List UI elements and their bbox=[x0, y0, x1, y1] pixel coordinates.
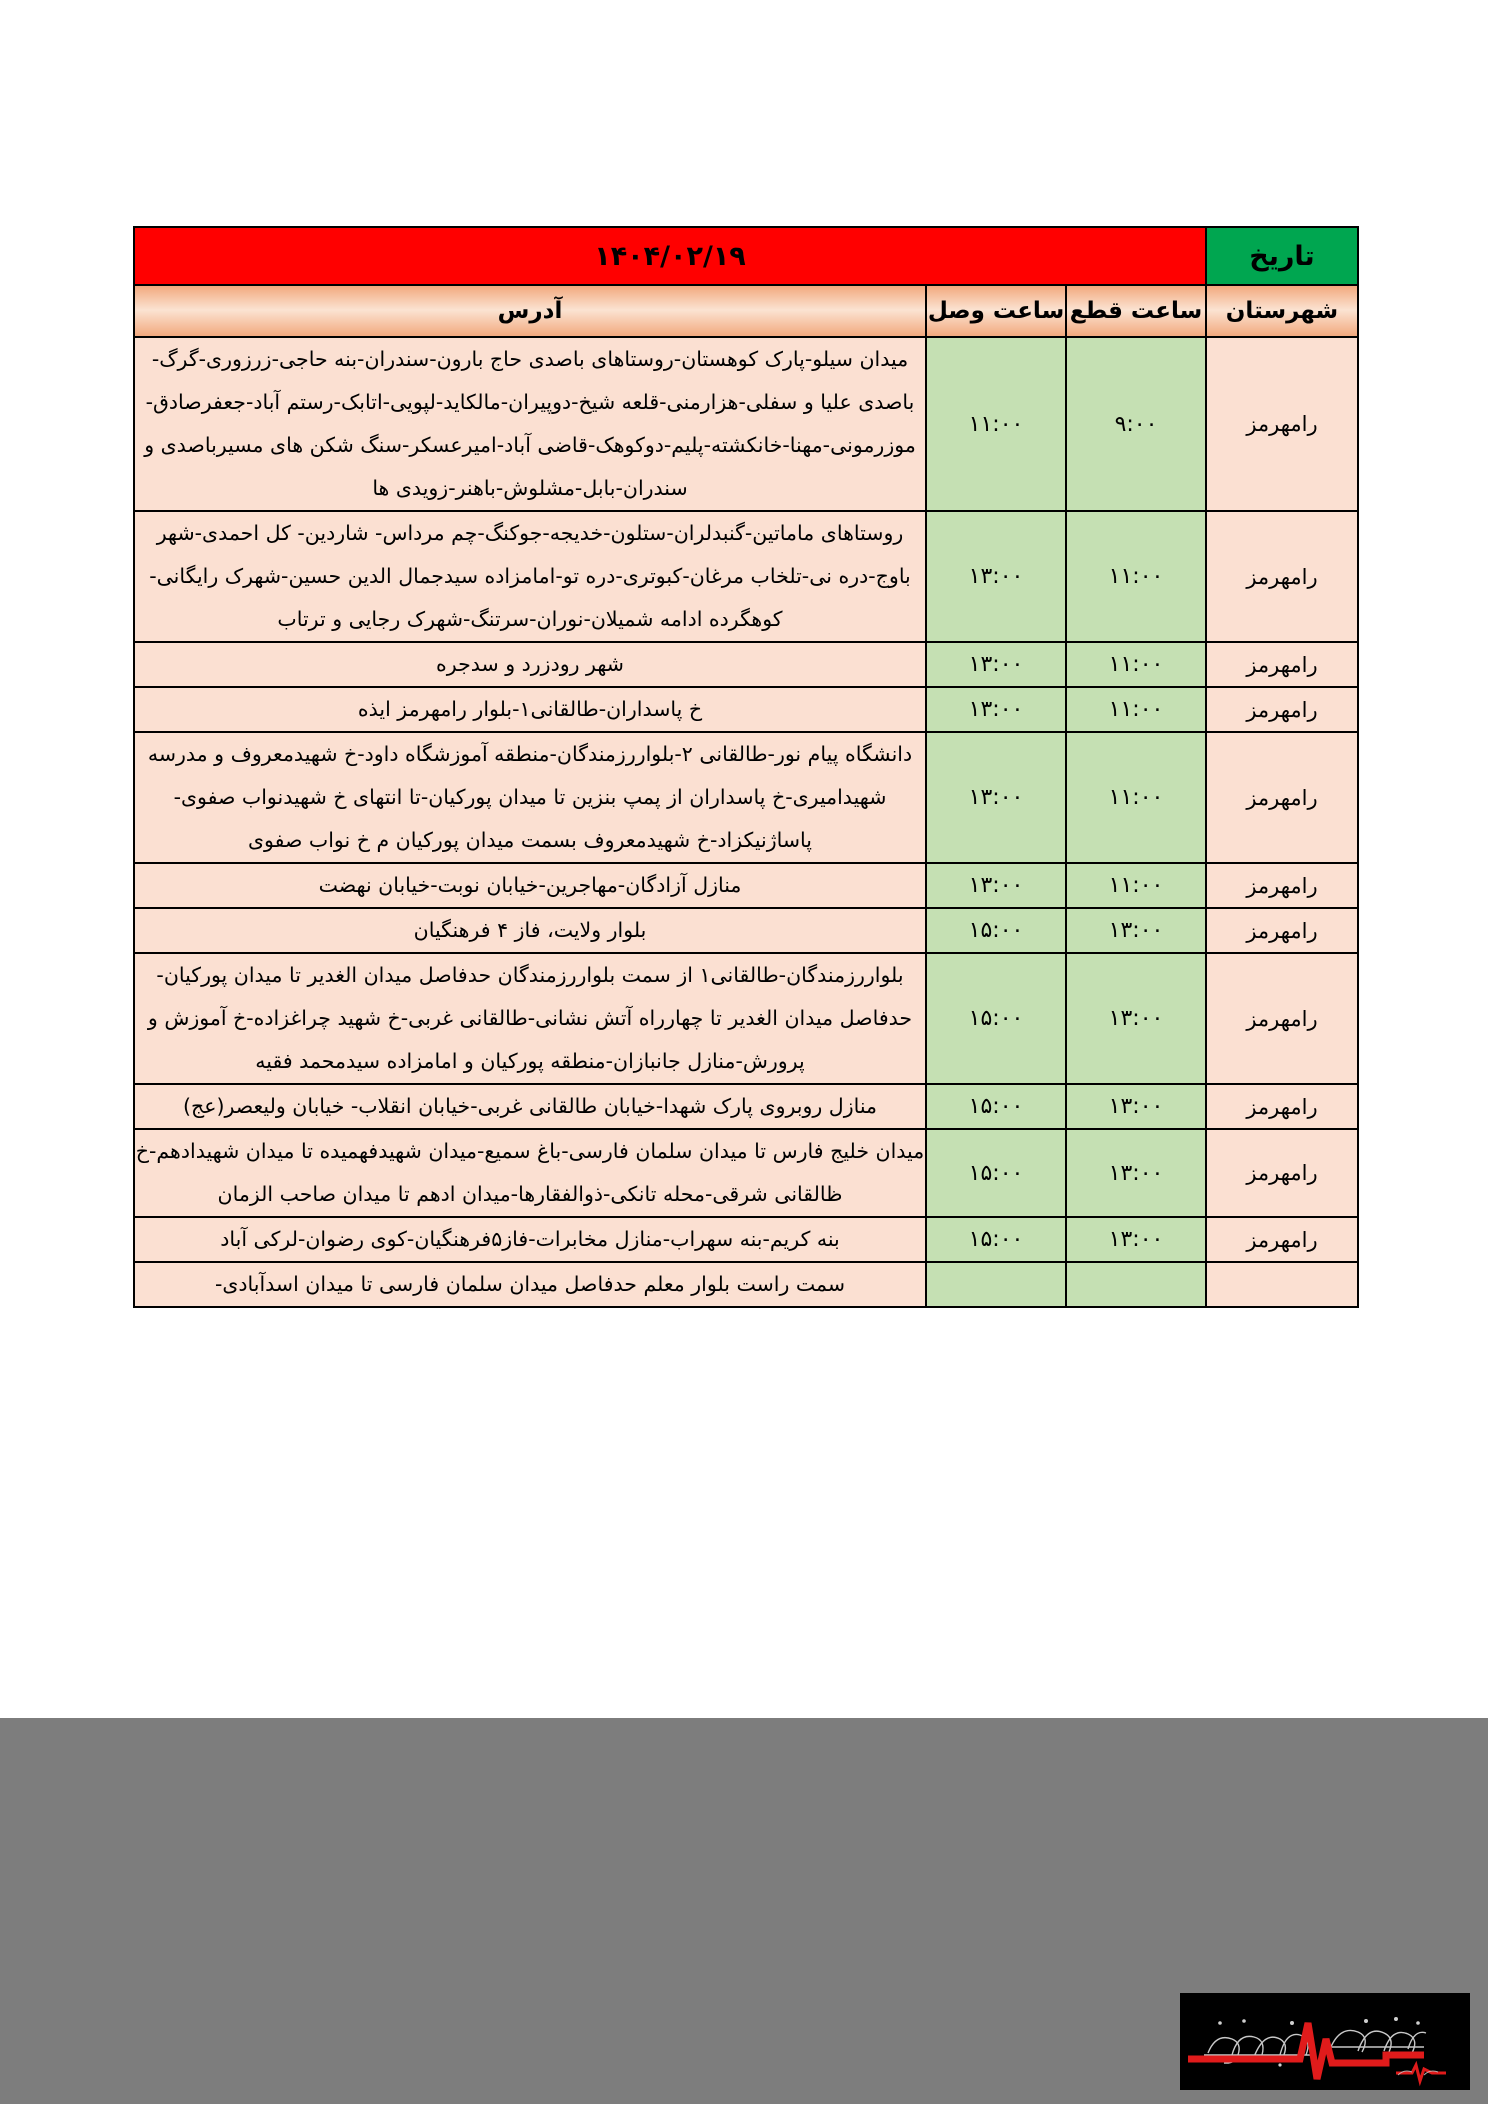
cell-connect-time: ۱۱:۰۰ bbox=[925, 336, 1067, 512]
table-row: رامهرمز ۱۳:۰۰ ۱۵:۰۰ بنه کریم-بنه سهراب-مناز… bbox=[133, 1216, 1359, 1263]
cell-cut-time: ۱۳:۰۰ bbox=[1065, 907, 1207, 954]
table-row: رامهرمز ۱۳:۰۰ ۱۵:۰۰ منازل روبروی پارک شهدا-… bbox=[133, 1083, 1359, 1130]
cell-city: رامهرمز bbox=[1205, 1128, 1359, 1218]
table-row: رامهرمز ۱۱:۰۰ ۱۳:۰۰ روستاهای ماماتین-گنبدلر… bbox=[133, 510, 1359, 643]
cell-connect-time: ۱۳:۰۰ bbox=[925, 641, 1067, 688]
cell-city bbox=[1205, 1261, 1359, 1308]
cell-connect-time: ۱۵:۰۰ bbox=[925, 1216, 1067, 1263]
cell-address: روستاهای ماماتین-گنبدلران-ستلون-خدیجه-جو… bbox=[133, 510, 927, 643]
cell-cut-time: ۱۱:۰۰ bbox=[1065, 686, 1207, 733]
cell-connect-time: ۱۳:۰۰ bbox=[925, 862, 1067, 909]
cell-address: بلواررزمندگان-طالقانی۱ از سمت بلواررزمند… bbox=[133, 952, 927, 1085]
cell-city: رامهرمز bbox=[1205, 731, 1359, 864]
table-row: رامهرمز ۱۱:۰۰ ۱۳:۰۰ شهر رودزرد و سدجره bbox=[133, 641, 1359, 688]
cell-cut-time bbox=[1065, 1261, 1207, 1308]
cell-city: رامهرمز bbox=[1205, 336, 1359, 512]
cell-city: رامهرمز bbox=[1205, 1083, 1359, 1130]
cell-city: رامهرمز bbox=[1205, 1216, 1359, 1263]
column-header-row: شهرستان ساعت قطع ساعت وصل آدرس bbox=[133, 284, 1359, 338]
cell-connect-time: ۱۵:۰۰ bbox=[925, 952, 1067, 1085]
cell-cut-time: ۱۱:۰۰ bbox=[1065, 510, 1207, 643]
cell-connect-time: ۱۳:۰۰ bbox=[925, 510, 1067, 643]
cell-city: رامهرمز bbox=[1205, 641, 1359, 688]
cell-cut-time: ۱۳:۰۰ bbox=[1065, 1128, 1207, 1218]
cell-address: دانشگاه پیام نور-طالقانی ۲-بلواررزمندگان… bbox=[133, 731, 927, 864]
cell-connect-time: ۱۵:۰۰ bbox=[925, 1083, 1067, 1130]
cell-city: رامهرمز bbox=[1205, 952, 1359, 1085]
header-address: آدرس bbox=[133, 284, 927, 338]
cell-city: رامهرمز bbox=[1205, 862, 1359, 909]
table-row: رامهرمز ۱۱:۰۰ ۱۳:۰۰ منازل آزادگان-مهاجرین-خ… bbox=[133, 862, 1359, 909]
pulse-calligraphy-icon bbox=[1180, 1993, 1470, 2090]
table-row: سمت راست بلوار معلم حدفاصل میدان سلمان ف… bbox=[133, 1261, 1359, 1308]
cell-address: منازل روبروی پارک شهدا-خیابان طالقانی غر… bbox=[133, 1083, 927, 1130]
cell-cut-time: ۱۳:۰۰ bbox=[1065, 952, 1207, 1085]
publisher-logo bbox=[1180, 1993, 1470, 2090]
cell-connect-time: ۱۵:۰۰ bbox=[925, 907, 1067, 954]
cell-address: بلوار ولایت، فاز ۴ فرهنگیان bbox=[133, 907, 927, 954]
cell-connect-time: ۱۳:۰۰ bbox=[925, 731, 1067, 864]
header-connect-time: ساعت وصل bbox=[925, 284, 1067, 338]
table-row: رامهرمز ۱۱:۰۰ ۱۳:۰۰ دانشگاه پیام نور-طالقان… bbox=[133, 731, 1359, 864]
cell-city: رامهرمز bbox=[1205, 510, 1359, 643]
table-row: رامهرمز ۱۳:۰۰ ۱۵:۰۰ بلوار ولایت، فاز ۴ فرهن… bbox=[133, 907, 1359, 954]
cell-address: خ پاسداران-طالقانی۱-بلوار رامهرمز ایذه bbox=[133, 686, 927, 733]
cell-address: منازل آزادگان-مهاجرین-خیابان نوبت-خیابان… bbox=[133, 862, 927, 909]
outage-schedule-table: تاریخ ۱۴۰۴/۰۲/۱۹ شهرستان ساعت قطع ساعت و… bbox=[133, 226, 1359, 1308]
header-city: شهرستان bbox=[1205, 284, 1359, 338]
cell-cut-time: ۱۳:۰۰ bbox=[1065, 1083, 1207, 1130]
cell-address: میدان سیلو-پارک کوهستان-روستاهای باصدی ح… bbox=[133, 336, 927, 512]
cell-cut-time: ۱۳:۰۰ bbox=[1065, 1216, 1207, 1263]
date-banner-row: تاریخ ۱۴۰۴/۰۲/۱۹ bbox=[133, 226, 1359, 286]
cell-address: بنه کریم-بنه سهراب-منازل مخابرات-فاز۵فره… bbox=[133, 1216, 927, 1263]
cell-cut-time: ۱۱:۰۰ bbox=[1065, 862, 1207, 909]
table-row: رامهرمز ۹:۰۰ ۱۱:۰۰ میدان سیلو-پارک کوهستان-… bbox=[133, 336, 1359, 512]
cell-address: سمت راست بلوار معلم حدفاصل میدان سلمان ف… bbox=[133, 1261, 927, 1308]
table-row: رامهرمز ۱۳:۰۰ ۱۵:۰۰ بلواررزمندگان-طالقانی۱ … bbox=[133, 952, 1359, 1085]
cell-city: رامهرمز bbox=[1205, 907, 1359, 954]
cell-cut-time: ۱۱:۰۰ bbox=[1065, 641, 1207, 688]
cell-connect-time: ۱۵:۰۰ bbox=[925, 1128, 1067, 1218]
cell-connect-time bbox=[925, 1261, 1067, 1308]
cell-address: میدان خلیج فارس تا میدان سلمان فارسی-باغ… bbox=[133, 1128, 927, 1218]
table-row: رامهرمز ۱۱:۰۰ ۱۳:۰۰ خ پاسداران-طالقانی۱-بلو… bbox=[133, 686, 1359, 733]
cell-cut-time: ۹:۰۰ bbox=[1065, 336, 1207, 512]
date-label-cell: تاریخ bbox=[1205, 226, 1359, 286]
table-row: رامهرمز ۱۳:۰۰ ۱۵:۰۰ میدان خلیج فارس تا میدا… bbox=[133, 1128, 1359, 1218]
cell-city: رامهرمز bbox=[1205, 686, 1359, 733]
cell-cut-time: ۱۱:۰۰ bbox=[1065, 731, 1207, 864]
cell-address: شهر رودزرد و سدجره bbox=[133, 641, 927, 688]
schedule-table-container: تاریخ ۱۴۰۴/۰۲/۱۹ شهرستان ساعت قطع ساعت و… bbox=[133, 226, 1359, 1308]
date-value-cell: ۱۴۰۴/۰۲/۱۹ bbox=[133, 226, 1207, 286]
header-cut-time: ساعت قطع bbox=[1065, 284, 1207, 338]
cell-connect-time: ۱۳:۰۰ bbox=[925, 686, 1067, 733]
